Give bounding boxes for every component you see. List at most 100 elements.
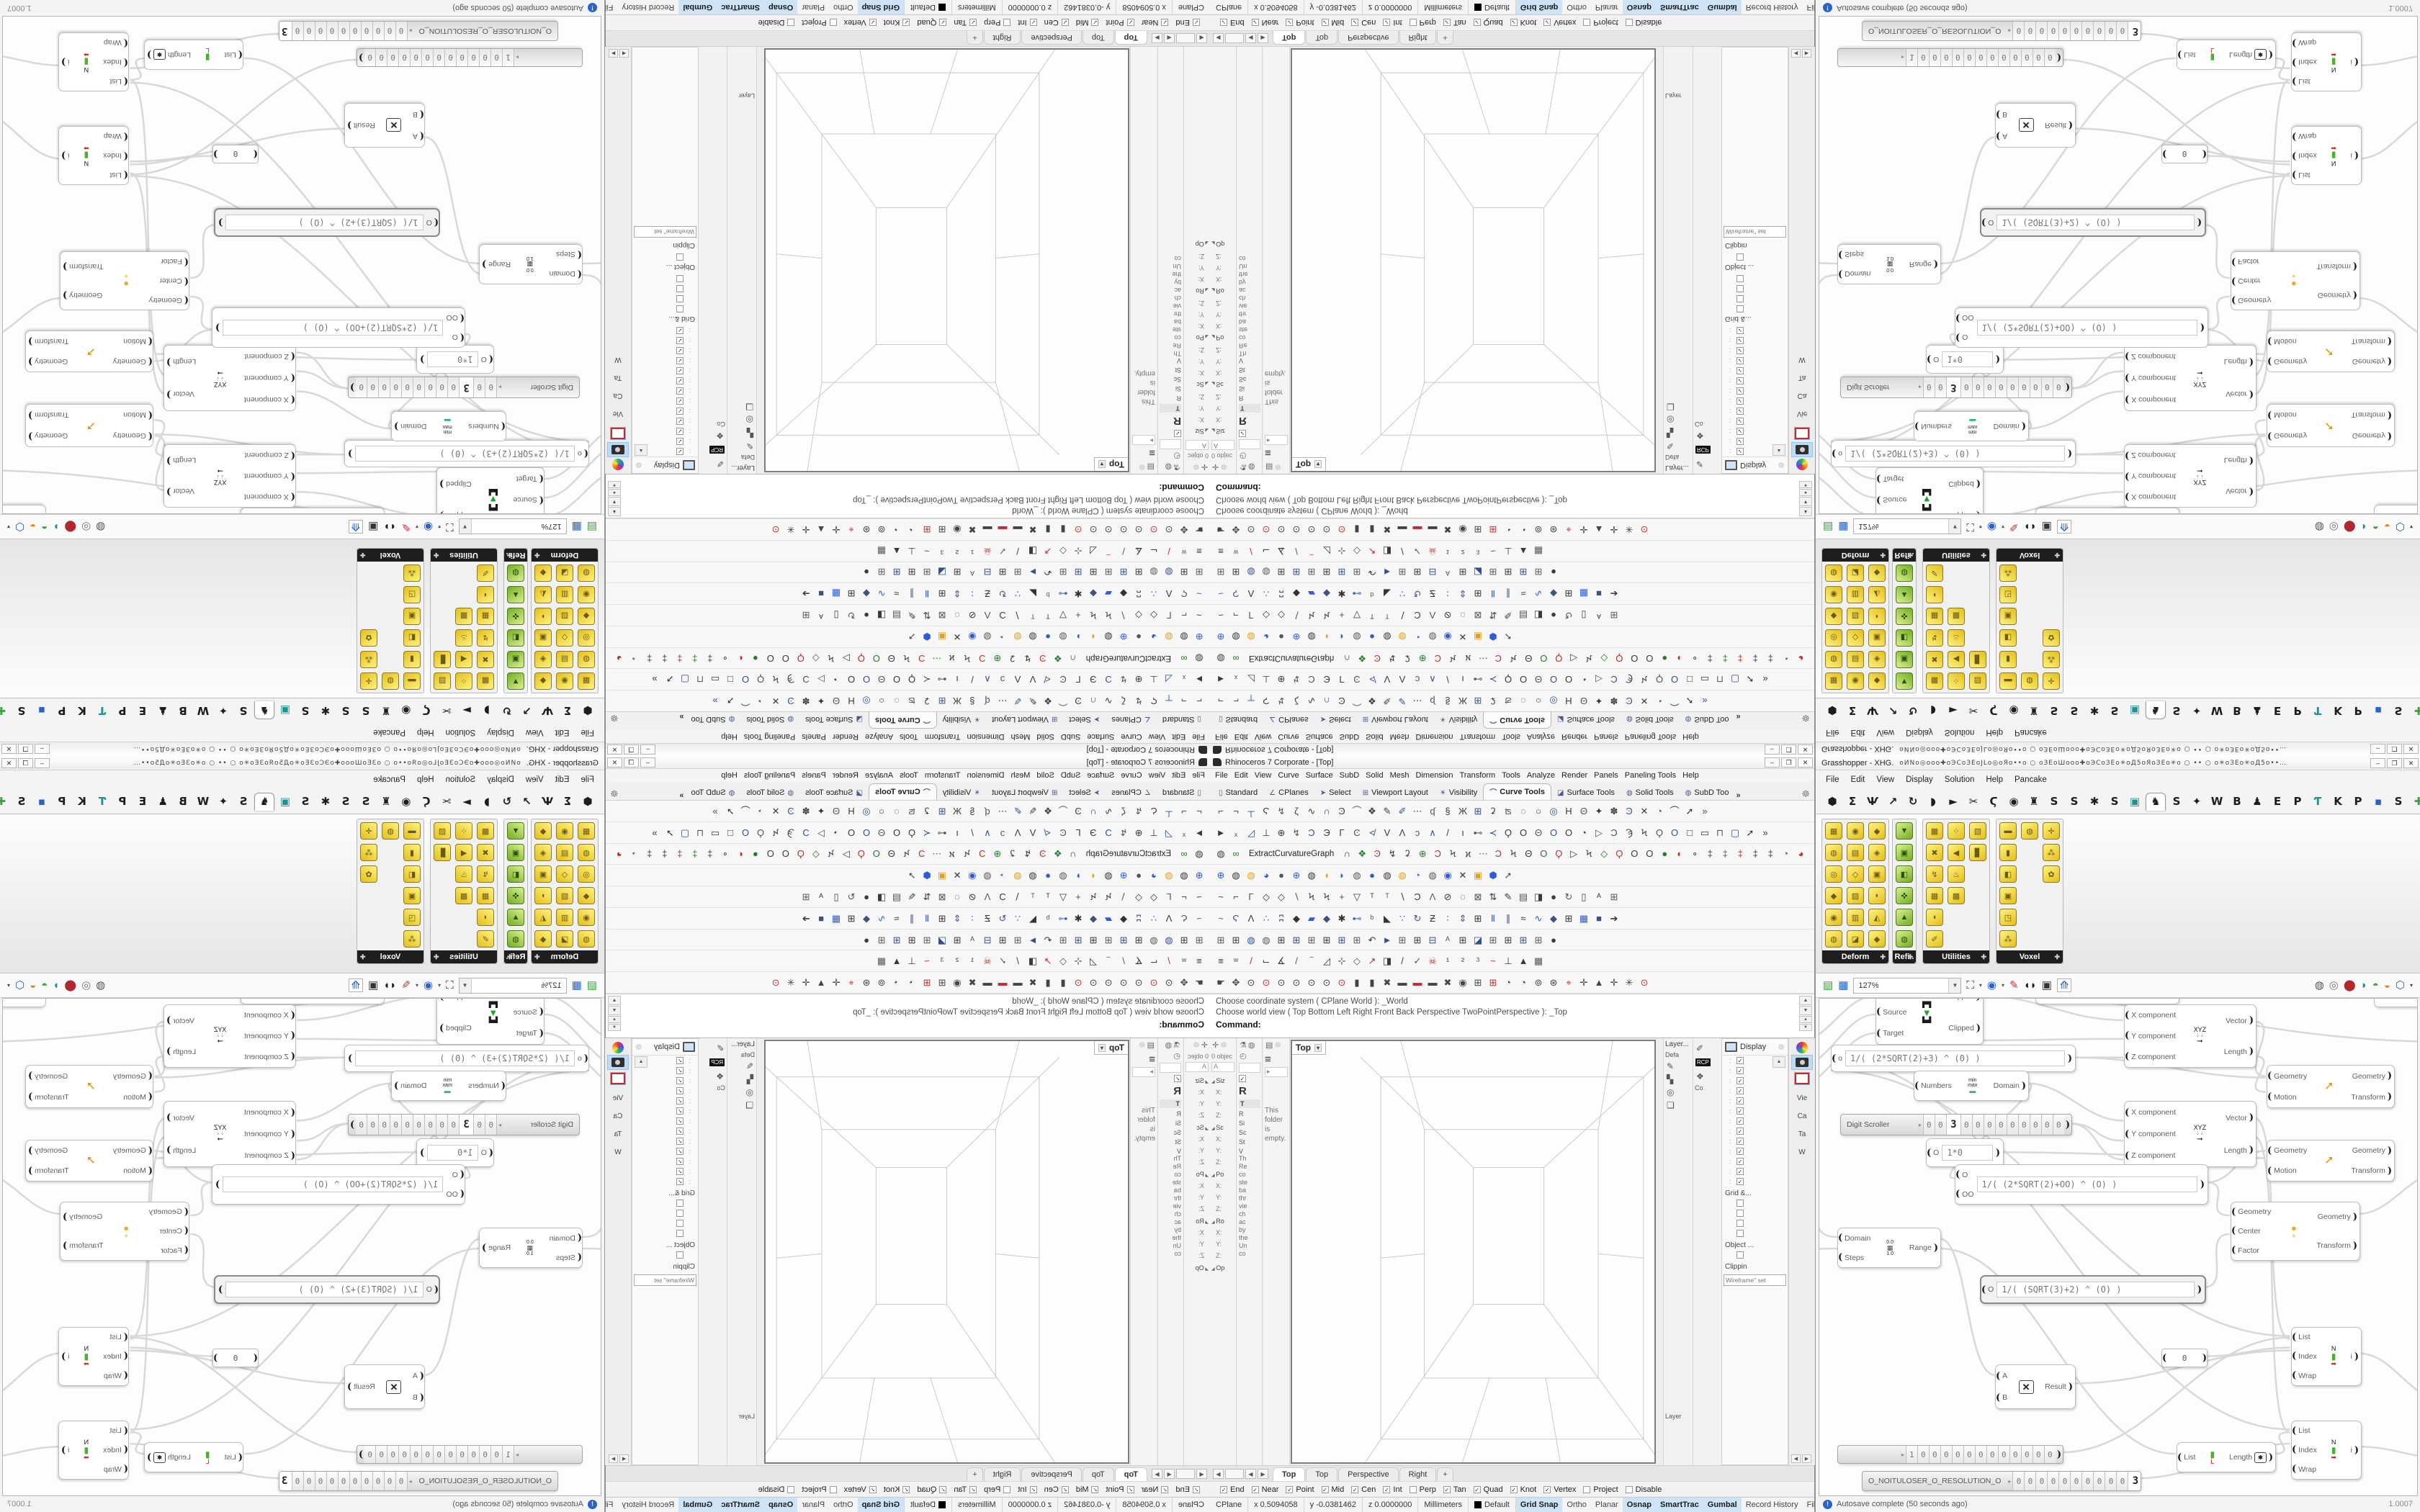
gh-component-icon[interactable]: ▣ [1999, 887, 2017, 904]
toolbar-icon[interactable]: ı [1461, 827, 1464, 838]
input-pin[interactable]: ( [460, 332, 465, 343]
toolbar-icon[interactable]: ⊕ [1216, 631, 1225, 642]
toolbar-icon[interactable]: ► [1194, 674, 1204, 685]
gh-tab-icon[interactable]: P [2354, 704, 2362, 718]
scroller-digit[interactable]: 0 [436, 377, 449, 397]
toolbar-icon[interactable]: Ͽ [1039, 652, 1047, 664]
display-option-row[interactable]: : [1722, 1116, 1788, 1126]
output-pin[interactable]: ) [350, 382, 355, 393]
toolbar-icon[interactable]: ʭ [1136, 588, 1142, 600]
minimize-icon[interactable]: – [1765, 757, 1780, 768]
input-pin[interactable]: ( [123, 1351, 128, 1362]
toolbar-icon[interactable]: ⊞ [1474, 696, 1482, 707]
layer-name[interactable]: Defa [1665, 1051, 1680, 1058]
gh-component-icon[interactable]: ▦ [1926, 608, 1943, 625]
toolbar-icon[interactable]: □ [1687, 827, 1693, 838]
gh-tab-icon[interactable]: S [239, 704, 248, 718]
gh-node-scale[interactable]: (Geometry(Center(Factor ● ● Geometry) Transf… [2231, 251, 2360, 310]
gh-component-icon[interactable]: ♨ [1948, 865, 1965, 883]
gh-component-icon[interactable]: ▥ [1847, 909, 1864, 926]
toolbar-icon[interactable]: ¹ [1446, 955, 1450, 967]
toolbar-icon[interactable]: ⌒ [740, 805, 750, 816]
toolbar-icon[interactable]: ⊞ [877, 934, 886, 945]
toolbar-icon[interactable]: ✕ [1640, 696, 1649, 707]
viewport-tab-pager[interactable]: ◀ ◀ ▶ [1213, 1469, 1268, 1479]
node-output[interactable]: Geometry) [28, 356, 69, 367]
gh-tab-icon[interactable]: S [239, 794, 248, 808]
expand-icon[interactable]: ▸ [1265, 435, 1288, 445]
gh-node-li1[interactable]: (List(Index(Wrap N ▮ ➡ i) [58, 1327, 129, 1386]
input-pin[interactable]: ( [184, 294, 189, 306]
toolbar-icon[interactable]: ▽ [1059, 609, 1067, 621]
display-option-row[interactable]: : [1722, 1126, 1788, 1136]
toolbar-icon[interactable]: » [1702, 805, 1708, 816]
checkbox-unchecked-icon[interactable] [787, 1485, 795, 1493]
node-output[interactable]: Clipped) [439, 479, 473, 490]
toolbar-icon[interactable]: ☛ [1195, 523, 1204, 535]
layer-tool-icon[interactable]: ✎ [1667, 1061, 1675, 1071]
toolbar-icon[interactable]: ⊙ [1134, 977, 1143, 989]
output-pin[interactable]: ) [63, 261, 68, 272]
toolbar-icon[interactable]: ⊞ [923, 567, 931, 578]
toolbar-icon[interactable]: ◕ [1151, 870, 1157, 881]
gh-group-label[interactable]: Voxel ✚ [1996, 549, 2063, 562]
toolbar-icon[interactable]: ■ [818, 588, 824, 600]
scroller-digit[interactable]: 0 [2017, 1115, 2030, 1135]
gh-component-icon[interactable]: ▨ [556, 887, 573, 904]
pager-box[interactable] [1225, 33, 1244, 43]
chevron-down-icon[interactable]: ▼ [459, 978, 472, 993]
toolbar-icon[interactable]: » [1702, 696, 1708, 707]
gh-component-icon[interactable]: ◆ [1825, 608, 1842, 625]
output-pin[interactable]: ) [2197, 1284, 2202, 1295]
scroller-digit[interactable]: 0 [2040, 1115, 2053, 1135]
node-input[interactable]: (Geometry [149, 1207, 189, 1218]
output-pin[interactable]: ) [61, 1444, 66, 1456]
status-toggle-grid-snap[interactable]: Grid Snap [857, 0, 905, 14]
rhino-titlebar[interactable]: Rhinoceros 7 Corporate - [Top] – ❐ ✕ [606, 756, 1210, 769]
folder-icon[interactable]: ▤ [1265, 1041, 1273, 1050]
panel-icon[interactable]: ⚗ [1173, 462, 1180, 471]
node-input[interactable]: (X component [2125, 1108, 2176, 1117]
checkbox-unchecked-icon[interactable] [676, 295, 684, 302]
node-output[interactable]: Vector) [2224, 1016, 2254, 1025]
gh-tab-icon[interactable]: ◗ [484, 794, 490, 808]
toolbar-tab-curve-tools[interactable]: ⌒ Curve Tools [1483, 783, 1552, 800]
gh-toolbar-icon[interactable]: ◍ [2314, 521, 2324, 533]
gh-component-icon[interactable]: ✛ [2043, 822, 2060, 840]
gh-group-label[interactable]: Deform ✚ [1822, 549, 1888, 562]
menu-icon[interactable]: ≡ [1265, 1053, 1271, 1066]
toolbar-icon[interactable]: ʷ [1233, 545, 1239, 557]
toolbar-icon[interactable]: Ͻ [1610, 827, 1618, 838]
toolbar-icon[interactable]: ⊕ [1277, 827, 1286, 838]
toolbar-icon[interactable]: ⊞ [938, 588, 946, 600]
gh-node-digit-scroller[interactable]: ▸ 1 0 0 0 0 0 0 0 0 0 0 0 0) [357, 1445, 583, 1464]
minimize-icon[interactable]: – [2370, 744, 2385, 755]
input-pin[interactable]: ( [1996, 1370, 2001, 1382]
toolbar-icon[interactable]: / [1250, 545, 1252, 557]
gh-component-icon[interactable]: ▮ [403, 844, 421, 861]
display-option-row[interactable]: : [632, 1076, 698, 1086]
input-pin[interactable]: ( [290, 1107, 295, 1118]
menu-item-view[interactable]: View [1254, 732, 1272, 741]
gh-node-remap[interactable]: (Value(Source(Target▛▜▼▙▟Mapped)Clipped) [436, 467, 544, 514]
toolbar-icon[interactable]: ◇ [1135, 609, 1142, 621]
toolbar-icon[interactable]: ◍ [1398, 631, 1407, 642]
checkbox-checked-icon[interactable] [676, 1097, 684, 1104]
gh-node-expr2[interactable]: (O(OO 1/( (2*SQRT(2)+OO) ^ (O) )) [212, 307, 465, 348]
gh-tab-icon[interactable]: S [362, 704, 370, 718]
gh-component-icon[interactable]: ▣ [1868, 865, 1886, 883]
display-option-row[interactable]: : [1722, 396, 1788, 406]
scroller-digit[interactable]: 0 [372, 22, 385, 40]
display-option-row[interactable] [632, 1198, 698, 1208]
toolbar-icon[interactable]: ⊷ [1058, 912, 1068, 924]
pager-left-icon[interactable]: ◀ [1164, 1469, 1175, 1479]
gh-node-expr1[interactable]: (o 1/( (2*SQRT(2)+3) ^ (0) )) [344, 1045, 589, 1072]
scroller-digit[interactable]: 0 [2020, 1446, 2033, 1463]
gh-component-icon[interactable]: ▬ [1999, 672, 2017, 690]
toolbar-icon[interactable]: Ͽ [1626, 696, 1633, 707]
node-input[interactable]: (Geometry [113, 356, 153, 367]
toolbar-icon[interactable]: ✕ [953, 631, 962, 642]
gh-component-icon[interactable]: ◗ [534, 608, 552, 625]
toolbar-icon[interactable]: / [1016, 545, 1019, 557]
layer-tool-icon[interactable]: ❏ [745, 1100, 753, 1110]
